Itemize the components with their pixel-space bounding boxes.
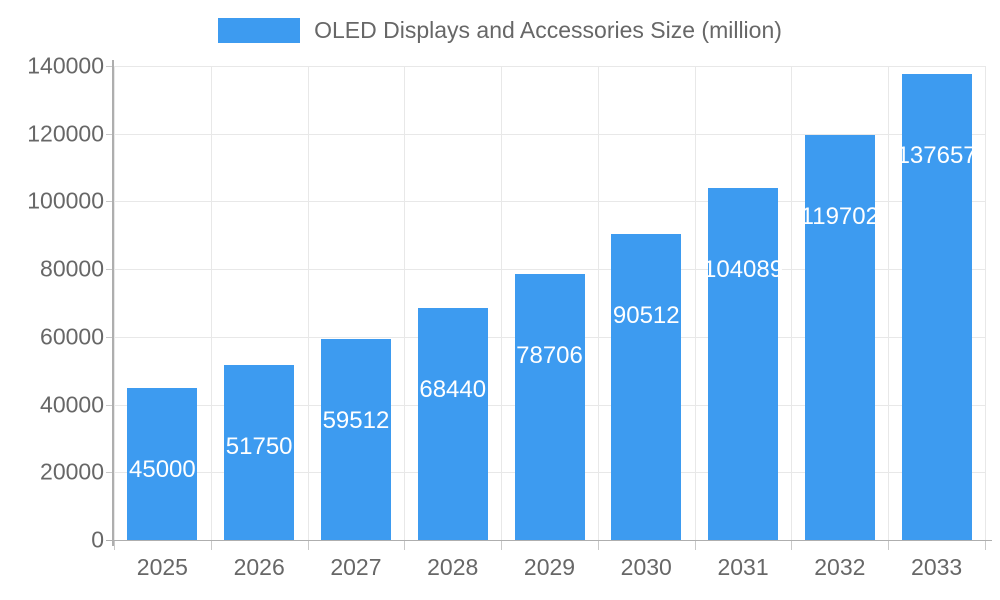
bar[interactable]: [611, 233, 682, 540]
bar-value-label: 90512: [612, 301, 680, 329]
y-axis-tick-label: 80000: [40, 255, 104, 282]
gridline-vertical: [404, 66, 405, 540]
x-axis-tick-mark: [985, 541, 986, 550]
bar[interactable]: [224, 364, 295, 540]
bar-value-label: 45000: [129, 455, 196, 483]
x-axis-line: [106, 540, 992, 541]
bar-value-label: 119702: [800, 202, 879, 230]
y-axis-tick-mark: [106, 472, 114, 474]
bar-value-label: 51750: [225, 432, 293, 460]
y-axis-labels: 0 20000 40000 60000 80000 100000 120000 140000: [0, 0, 104, 600]
gridline-vertical: [501, 66, 502, 540]
x-axis-tick-mark: [114, 541, 115, 550]
x-axis-tick-label: 2026: [233, 554, 285, 580]
x-axis-tick-label: 2030: [620, 554, 672, 580]
plot-area: 45000 51750 59512 68440 78706 90512 104089 1197…: [114, 66, 986, 541]
x-axis-tick-mark: [695, 541, 696, 550]
x-axis-tick-label: 2027: [330, 554, 382, 580]
gridline-horizontal: [114, 133, 985, 135]
x-axis-tick-label: 2031: [717, 554, 769, 580]
y-axis-tick-label: 100000: [27, 187, 104, 214]
bar-value-label: 137657: [896, 141, 977, 169]
x-axis-tick-mark: [211, 541, 212, 550]
bar-value-label: 68440: [419, 376, 487, 404]
gridline-horizontal: [114, 66, 985, 67]
y-axis-tick-mark: [106, 66, 114, 67]
bar-value-label: 59512: [322, 406, 390, 434]
legend-color-swatch: [218, 17, 301, 43]
legend-label: OLED Displays and Accessories Size (mill…: [314, 16, 782, 43]
y-axis-tick-label: 120000: [27, 120, 104, 147]
bar[interactable]: [708, 187, 779, 540]
gridline-vertical: [308, 66, 309, 540]
x-axis-tick-label: 2029: [523, 554, 576, 580]
y-axis-tick-label: 140000: [27, 52, 104, 79]
bar[interactable]: [804, 134, 875, 540]
y-axis-tick-label: 20000: [40, 458, 104, 485]
gridline-vertical: [114, 66, 115, 540]
bar[interactable]: [127, 387, 198, 540]
bar[interactable]: [514, 273, 585, 540]
y-axis-tick-mark: [106, 336, 114, 338]
gridline-horizontal: [114, 201, 985, 203]
gridline-vertical: [695, 66, 696, 540]
gridline-vertical: [985, 66, 986, 540]
x-axis-tick-mark: [791, 541, 792, 550]
y-axis-tick-mark: [106, 404, 114, 406]
bar-value-label: 104089: [703, 255, 784, 283]
y-axis-tick-mark: [106, 201, 114, 203]
gridline-vertical: [791, 66, 792, 540]
y-axis-tick-label: 60000: [40, 323, 104, 350]
x-axis-tick-label: 2028: [427, 554, 479, 580]
gridline-vertical: [598, 66, 599, 540]
y-axis-tick-mark: [106, 133, 114, 135]
bar[interactable]: [320, 338, 391, 540]
x-axis-tick-mark: [888, 541, 889, 550]
x-axis-tick-label: 2033: [911, 554, 963, 580]
y-axis-tick-mark: [106, 269, 114, 271]
chart-legend: OLED Displays and Accessories Size (mill…: [0, 10, 1000, 50]
x-axis-tick-mark: [501, 541, 502, 550]
y-axis-tick-label: 0: [91, 526, 104, 553]
x-axis-tick-label: 2032: [814, 554, 866, 580]
bar[interactable]: [417, 308, 488, 540]
gridline-vertical: [211, 66, 212, 540]
bar-value-label: 78706: [516, 341, 583, 369]
gridline-horizontal: [114, 269, 985, 271]
x-axis-tick-mark: [598, 541, 599, 550]
y-axis-line: [112, 60, 114, 546]
y-axis-tick-label: 40000: [40, 391, 104, 418]
bar[interactable]: [901, 73, 972, 540]
x-axis-tick-mark: [308, 541, 309, 550]
x-axis-tick-label: 2025: [136, 554, 188, 580]
x-axis-tick-mark: [404, 541, 405, 550]
gridline-vertical: [888, 66, 889, 540]
